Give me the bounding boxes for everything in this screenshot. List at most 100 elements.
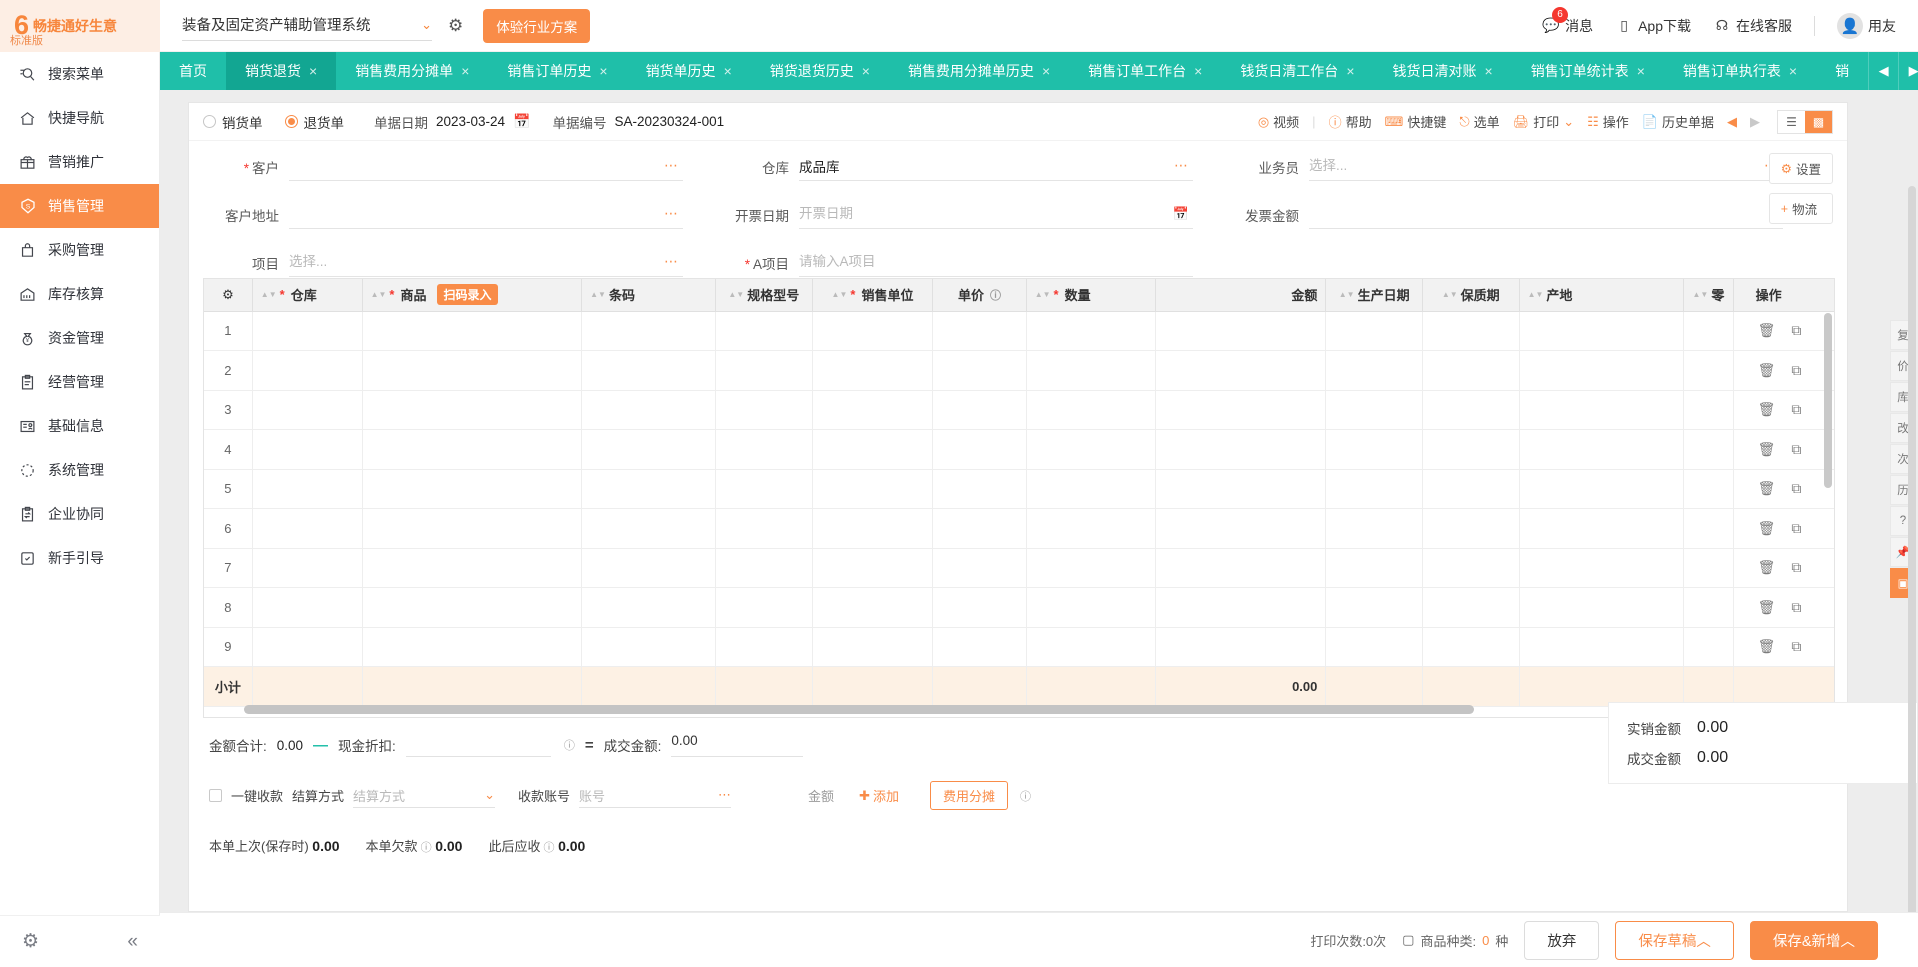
sidebar-item-system[interactable]: 系统管理 [0, 448, 159, 492]
logistics-button[interactable]: + 物流 [1768, 193, 1833, 224]
copy-row-icon[interactable]: ⧉ [1791, 440, 1802, 457]
cell-unit-price[interactable] [932, 350, 1027, 391]
card-view-icon[interactable]: ▩ [1805, 110, 1832, 133]
cell-origin[interactable] [1519, 508, 1685, 549]
cell-origin[interactable] [1519, 429, 1685, 470]
help-button[interactable]: ⓘ 帮助 [1329, 112, 1372, 131]
cell-barcode[interactable] [581, 469, 717, 509]
cell-origin[interactable] [1519, 350, 1685, 391]
sort-icon[interactable]: ▲▼ [831, 290, 848, 300]
field-control[interactable] [1309, 199, 1783, 229]
cell-spec[interactable] [715, 429, 813, 470]
one-key-receive-checkbox[interactable] [209, 789, 222, 802]
cell-production-date[interactable] [1325, 469, 1423, 509]
th-quantity[interactable]: ▲▼ * 数量 [1026, 279, 1157, 312]
field-control[interactable]: ⋯ [289, 151, 683, 181]
th-spec[interactable]: ▲▼ 规格型号 [715, 279, 813, 312]
more-dots-icon[interactable]: ⋯ [664, 205, 679, 221]
th-warehouse[interactable]: ▲▼ * 仓库 [252, 279, 363, 312]
copy-row-icon[interactable]: ⧉ [1791, 559, 1802, 576]
invoice-date-input[interactable] [799, 206, 1193, 221]
field-control[interactable]: ⋯ [1309, 151, 1783, 181]
salesperson-input[interactable] [1309, 158, 1783, 173]
table-row[interactable]: 1 🗑 ⧉ [204, 311, 1834, 351]
customer-address-input[interactable] [289, 206, 683, 221]
th-shelf-life[interactable]: ▲▼ 保质期 [1422, 279, 1520, 312]
table-row[interactable]: 2 🗑 ⧉ [204, 350, 1834, 391]
cell-shelf-life[interactable] [1422, 311, 1520, 351]
tab-close-icon[interactable]: × [1346, 63, 1355, 79]
th-unit-price[interactable]: 单价 ⓘ [932, 279, 1027, 312]
cell-unit-price[interactable] [932, 429, 1027, 470]
delete-row-icon[interactable]: 🗑 [1757, 480, 1776, 497]
cell-sales-unit[interactable] [812, 587, 934, 628]
customer-input[interactable] [289, 158, 683, 173]
table-row[interactable]: 7 🗑 ⧉ [204, 548, 1834, 588]
radio-sales-order[interactable]: 销货单 [203, 112, 263, 132]
fee-help-icon[interactable]: ⓘ [1020, 790, 1031, 803]
page-vertical-scrollbar[interactable] [1908, 186, 1916, 926]
cell-sales-unit[interactable] [812, 627, 934, 667]
cell-barcode[interactable] [581, 350, 717, 391]
cell-retail[interactable] [1683, 508, 1734, 549]
copy-row-icon[interactable]: ⧉ [1791, 480, 1802, 497]
cell-barcode[interactable] [581, 587, 717, 628]
cell-amount[interactable] [1155, 587, 1327, 628]
select-doc-button[interactable]: ⎋ 选单 [1459, 112, 1499, 131]
cell-product[interactable] [362, 469, 583, 509]
cell-quantity[interactable] [1026, 390, 1157, 430]
delete-row-icon[interactable]: 🗑 [1757, 361, 1776, 378]
tab-sales-order-workbench[interactable]: 销售订单工作台 × [1069, 52, 1221, 90]
radio-return-order[interactable]: 退货单 [284, 112, 344, 132]
cell-origin[interactable] [1519, 627, 1685, 667]
sidebar-item-sales[interactable]: S 销售管理 [0, 184, 159, 228]
more-dots-icon[interactable]: ⋯ [664, 157, 679, 173]
sort-icon[interactable]: ▲▼ [370, 290, 387, 300]
cell-production-date[interactable] [1325, 508, 1423, 549]
cell-unit-price[interactable] [932, 587, 1027, 628]
tab-sales-expense-allocation-history[interactable]: 销售费用分摊单历史 × [889, 52, 1069, 90]
doc-no-value[interactable]: SA-20230324-001 [614, 114, 725, 129]
tab-close-icon[interactable]: × [1484, 63, 1493, 79]
tab-daily-clearing-reconciliation[interactable]: 钱货日清对账 × [1374, 52, 1512, 90]
tab-sales-expense-allocation[interactable]: 销售费用分摊单 × [336, 52, 488, 90]
tab-sales-order-history[interactable]: 销售订单历史 × [488, 52, 626, 90]
cell-retail[interactable] [1683, 311, 1734, 351]
sidebar-item-marketing[interactable]: 营销推广 [0, 140, 159, 184]
cell-sales-unit[interactable] [812, 508, 934, 549]
delete-row-icon[interactable]: 🗑 [1757, 598, 1776, 615]
cell-quantity[interactable] [1026, 469, 1157, 509]
sort-icon[interactable]: ▲▼ [260, 290, 277, 300]
sidebar-item-purchase[interactable]: 采购管理 [0, 228, 159, 272]
cell-warehouse[interactable] [252, 627, 363, 667]
sort-icon[interactable]: ▲▼ [1338, 290, 1355, 300]
tab-close-icon[interactable]: × [1041, 63, 1051, 79]
cell-warehouse[interactable] [252, 508, 363, 549]
sort-icon[interactable]: ▲▼ [590, 290, 606, 300]
history-doc-button[interactable]: 📄 历史单据 [1642, 112, 1714, 131]
cell-product[interactable] [362, 311, 583, 351]
cell-sales-unit[interactable] [812, 311, 934, 351]
cell-quantity[interactable] [1026, 429, 1157, 470]
next-doc-icon[interactable]: ▶ [1750, 113, 1760, 129]
cell-production-date[interactable] [1325, 548, 1423, 588]
copy-row-icon[interactable]: ⧉ [1791, 638, 1802, 655]
user-menu[interactable]: 👤 用友 [1837, 12, 1896, 39]
copy-row-icon[interactable]: ⧉ [1791, 322, 1802, 339]
tab-sales-doc-history[interactable]: 销货单历史 × [627, 52, 751, 90]
cell-unit-price[interactable] [932, 548, 1027, 588]
copy-row-icon[interactable]: ⧉ [1791, 598, 1802, 615]
sidebar-item-inventory[interactable]: 库存核算 [0, 272, 159, 316]
cell-production-date[interactable] [1325, 429, 1423, 470]
cell-product[interactable] [362, 627, 583, 667]
table-row[interactable]: 4 🗑 ⧉ [204, 429, 1834, 470]
tab-close-icon[interactable]: × [461, 63, 470, 79]
cell-amount[interactable] [1155, 548, 1327, 588]
cell-origin[interactable] [1519, 390, 1685, 430]
cell-production-date[interactable] [1325, 627, 1423, 667]
cell-product[interactable] [362, 548, 583, 588]
sidebar-item-collaboration[interactable]: 企业协同 [0, 492, 159, 536]
online-service-button[interactable]: ☊ 在线客服 [1713, 16, 1792, 36]
table-settings-icon[interactable]: ⚙ [222, 286, 234, 302]
cell-shelf-life[interactable] [1422, 390, 1520, 430]
